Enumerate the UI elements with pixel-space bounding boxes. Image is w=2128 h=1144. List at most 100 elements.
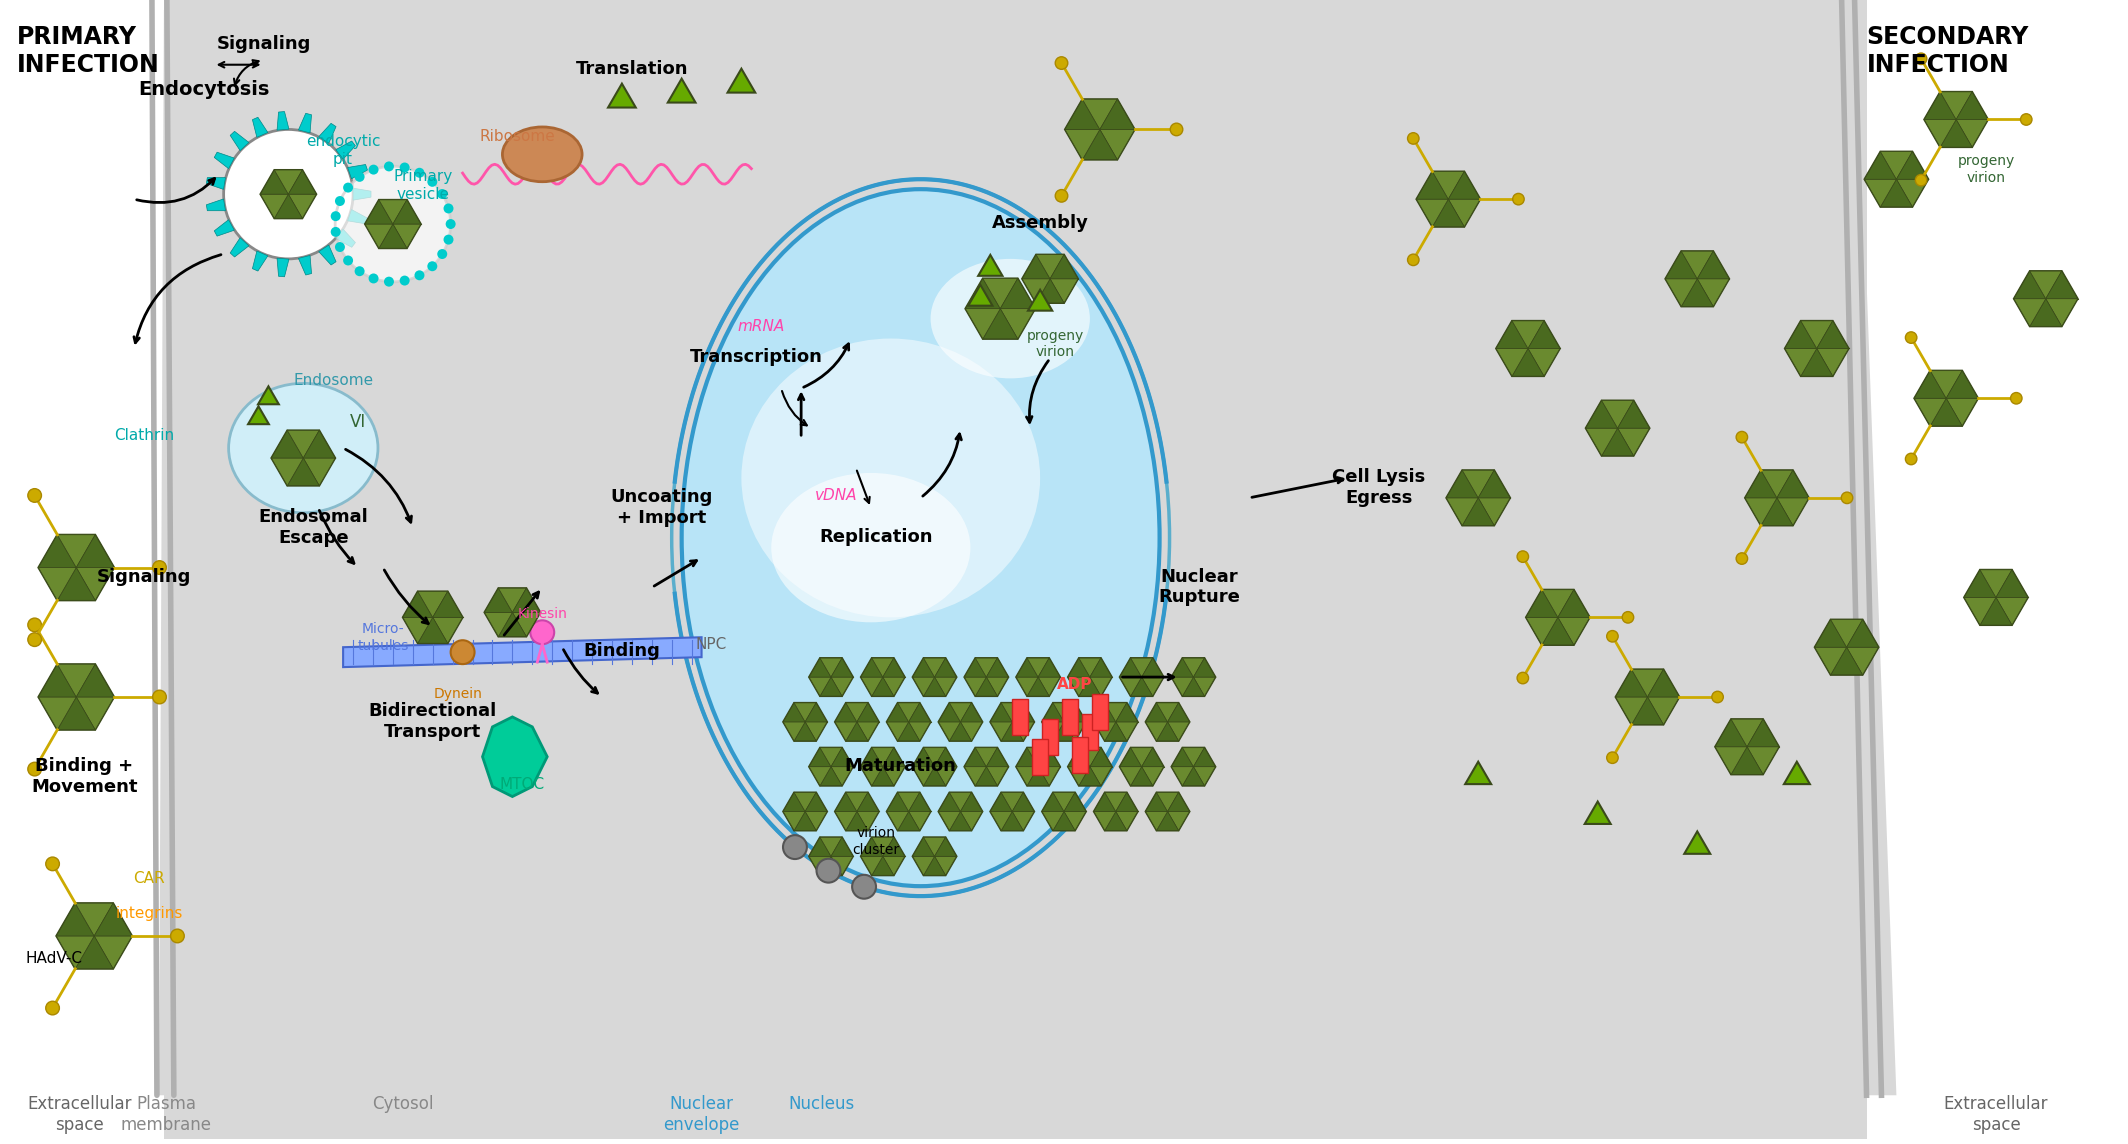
Polygon shape	[1585, 400, 1649, 455]
Polygon shape	[1130, 766, 1153, 786]
Polygon shape	[1104, 811, 1126, 831]
Polygon shape	[1141, 766, 1164, 786]
Circle shape	[1841, 492, 1853, 503]
Polygon shape	[2013, 299, 2045, 326]
Polygon shape	[934, 837, 955, 857]
Polygon shape	[1028, 766, 1049, 786]
Polygon shape	[1173, 677, 1194, 696]
Polygon shape	[1817, 321, 1849, 349]
Polygon shape	[834, 793, 879, 831]
Polygon shape	[319, 124, 336, 143]
Circle shape	[343, 183, 353, 192]
Polygon shape	[1053, 793, 1075, 811]
Polygon shape	[1715, 747, 1747, 774]
Polygon shape	[1158, 793, 1179, 811]
Polygon shape	[1013, 793, 1034, 811]
Polygon shape	[964, 748, 1009, 786]
Polygon shape	[1617, 428, 1649, 455]
Polygon shape	[1417, 172, 1481, 227]
Text: Maturation: Maturation	[845, 756, 958, 774]
Polygon shape	[57, 665, 96, 697]
Ellipse shape	[228, 383, 379, 513]
Polygon shape	[394, 224, 421, 248]
Polygon shape	[913, 748, 955, 786]
Polygon shape	[983, 278, 1017, 309]
Polygon shape	[1930, 398, 1962, 426]
Circle shape	[330, 227, 340, 237]
Circle shape	[355, 267, 364, 276]
Polygon shape	[1924, 119, 1956, 148]
Polygon shape	[1043, 722, 1064, 741]
Polygon shape	[1979, 570, 2011, 597]
Polygon shape	[1173, 658, 1194, 677]
Polygon shape	[783, 811, 804, 831]
Polygon shape	[1526, 590, 1590, 645]
Text: Clathrin: Clathrin	[115, 428, 174, 443]
Text: Nucleus: Nucleus	[787, 1095, 853, 1113]
Polygon shape	[1881, 180, 1913, 207]
Polygon shape	[728, 69, 755, 93]
Text: Extracellular
space: Extracellular space	[28, 1095, 132, 1134]
Polygon shape	[1432, 199, 1464, 227]
Polygon shape	[990, 702, 1034, 741]
Circle shape	[343, 255, 353, 265]
Polygon shape	[913, 748, 934, 766]
Circle shape	[1407, 133, 1419, 144]
Polygon shape	[832, 748, 853, 766]
Polygon shape	[1585, 428, 1617, 455]
Circle shape	[851, 875, 877, 899]
Text: Cell Lysis
Egress: Cell Lysis Egress	[1332, 468, 1426, 507]
Polygon shape	[289, 194, 317, 219]
Circle shape	[334, 243, 345, 252]
Polygon shape	[872, 748, 894, 766]
Polygon shape	[847, 702, 868, 722]
Polygon shape	[1513, 321, 1545, 349]
Polygon shape	[1830, 620, 1862, 648]
Polygon shape	[1068, 658, 1090, 677]
Polygon shape	[1038, 766, 1060, 786]
Polygon shape	[1043, 793, 1064, 811]
Polygon shape	[1683, 832, 1711, 853]
Polygon shape	[990, 793, 1034, 831]
Polygon shape	[1043, 793, 1085, 831]
Text: Endocytosis: Endocytosis	[138, 80, 270, 98]
Polygon shape	[1632, 669, 1664, 697]
Polygon shape	[1815, 648, 1847, 675]
Polygon shape	[1432, 172, 1464, 199]
Polygon shape	[1079, 677, 1100, 696]
Polygon shape	[1526, 618, 1558, 645]
Polygon shape	[834, 702, 858, 722]
Circle shape	[153, 690, 166, 704]
Polygon shape	[366, 200, 394, 224]
Circle shape	[1905, 453, 1917, 464]
Polygon shape	[485, 588, 513, 612]
Polygon shape	[1090, 748, 1111, 766]
Text: endocytic
pit: endocytic pit	[306, 134, 381, 167]
Polygon shape	[809, 658, 853, 696]
Polygon shape	[1173, 766, 1194, 786]
Polygon shape	[938, 811, 960, 831]
Polygon shape	[1036, 255, 1064, 279]
Polygon shape	[883, 857, 904, 875]
Bar	[1062, 699, 1079, 734]
Polygon shape	[1479, 498, 1511, 525]
Text: Kinesin: Kinesin	[517, 607, 568, 621]
Polygon shape	[794, 722, 815, 741]
Polygon shape	[872, 857, 894, 875]
Circle shape	[334, 166, 451, 281]
Polygon shape	[1762, 498, 1794, 525]
Polygon shape	[298, 255, 311, 275]
Polygon shape	[402, 591, 432, 618]
Polygon shape	[1496, 321, 1560, 376]
Bar	[1073, 737, 1087, 772]
Polygon shape	[987, 658, 1009, 677]
Polygon shape	[485, 612, 513, 636]
Bar	[1092, 694, 1109, 730]
Polygon shape	[862, 748, 883, 766]
Polygon shape	[913, 658, 934, 677]
Polygon shape	[819, 658, 843, 677]
Polygon shape	[804, 811, 828, 831]
Polygon shape	[38, 665, 115, 730]
Polygon shape	[230, 238, 249, 257]
Polygon shape	[1864, 180, 1896, 207]
